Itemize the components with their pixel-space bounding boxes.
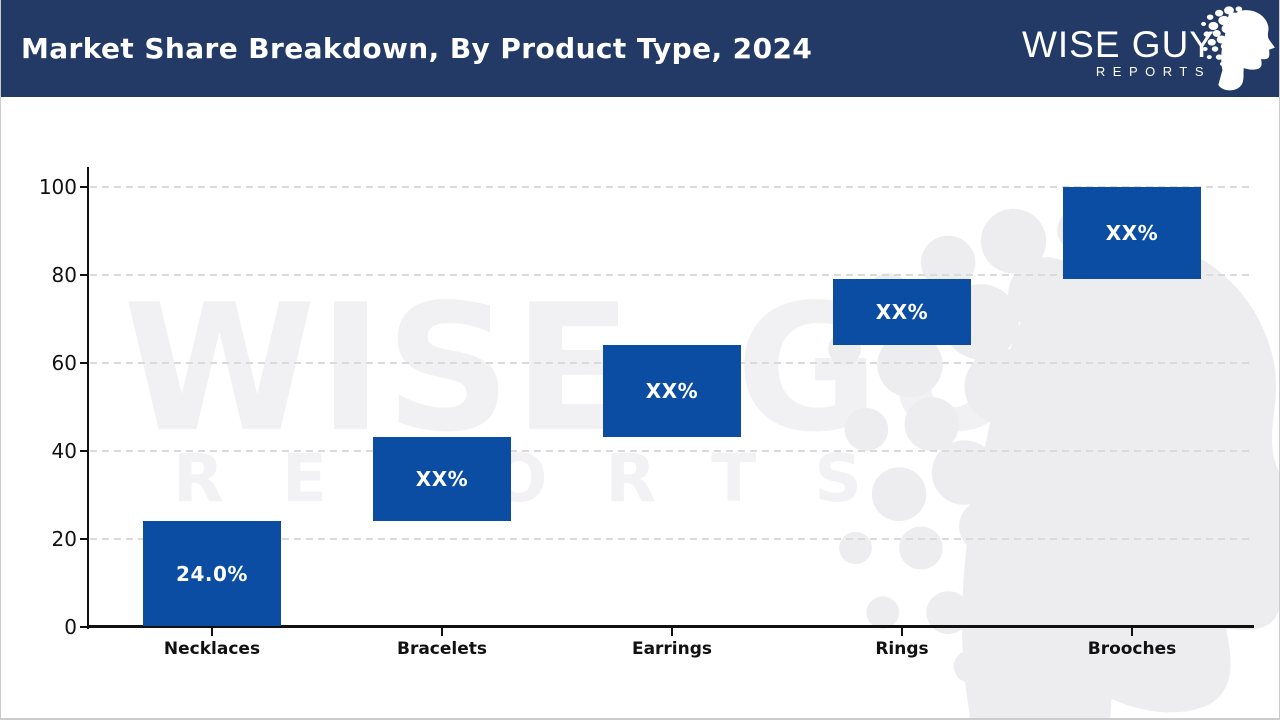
x-tick-label-earrings: Earrings: [631, 639, 713, 659]
y-tick-label: 60: [51, 350, 77, 375]
x-tick-mark: [211, 627, 213, 636]
bar-value-label: 24.0%: [176, 561, 248, 586]
x-tick-label-brooches: Brooches: [1087, 639, 1177, 659]
x-tick-label-bracelets: Bracelets: [396, 639, 488, 659]
gridline-y80: [90, 273, 1254, 276]
bar-necklaces: 24.0%: [143, 520, 281, 627]
y-tick-label: 40: [51, 438, 77, 463]
x-axis-spine: [87, 625, 1254, 628]
bar-value-label: XX%: [875, 299, 929, 324]
gridline-y40: [90, 449, 1254, 452]
logo-subtext: REPORTS: [1095, 64, 1211, 79]
x-tick-label-rings: Rings: [875, 639, 929, 659]
y-axis-spine: [87, 167, 89, 629]
page-title: Market Share Breakdown, By Product Type,…: [21, 32, 813, 65]
wise-guy-logo: WISE GUY REPORTS: [981, 0, 1279, 97]
x-tick-mark: [1131, 627, 1133, 636]
y-tick-label: 80: [51, 262, 77, 287]
bar-bracelets: XX%: [373, 437, 511, 521]
bar-brooches: XX%: [1063, 186, 1201, 279]
bar-rings: XX%: [833, 278, 971, 345]
x-tick-mark: [901, 627, 903, 636]
y-tick-mark: [80, 537, 89, 540]
gridline-y20: [90, 537, 1254, 540]
head-profile-logo-icon: [1201, 6, 1275, 91]
y-tick-mark: [80, 185, 89, 188]
bar-value-label: XX%: [1105, 220, 1159, 245]
gridline-y100: [90, 185, 1254, 188]
y-tick-mark: [80, 361, 89, 364]
y-tick-label: 0: [64, 614, 77, 639]
bar-earrings: XX%: [603, 344, 741, 438]
logo-wordmark: WISE GUY: [1021, 24, 1215, 65]
x-tick-mark: [671, 627, 673, 636]
y-tick-label: 20: [51, 526, 77, 551]
bar-value-label: XX%: [645, 379, 699, 404]
watermark-subtext: REPORTS: [173, 440, 920, 517]
bar-value-label: XX%: [415, 467, 469, 492]
header-bar: Market Share Breakdown, By Product Type,…: [1, 0, 1279, 97]
y-tick-mark: [80, 273, 89, 276]
x-tick-mark: [441, 627, 443, 636]
y-tick-mark: [80, 449, 89, 452]
y-tick-label: 100: [38, 174, 77, 199]
x-tick-label-necklaces: Necklaces: [163, 639, 261, 659]
y-tick-mark: [80, 625, 89, 628]
